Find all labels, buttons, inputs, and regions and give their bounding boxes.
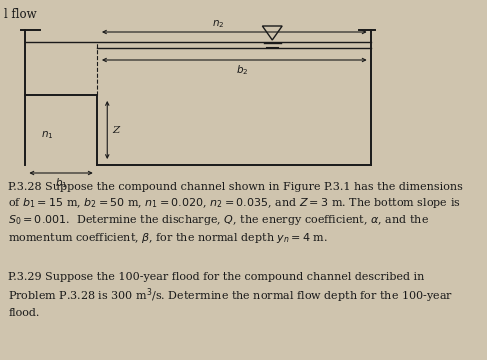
Text: Z: Z bbox=[112, 126, 119, 135]
Text: $n_2$: $n_2$ bbox=[212, 18, 224, 30]
Text: $n_1$: $n_1$ bbox=[41, 129, 54, 141]
Text: $b_1$: $b_1$ bbox=[55, 176, 67, 190]
Text: P.3.29 Suppose the 100-year flood for the compound channel described in
Problem : P.3.29 Suppose the 100-year flood for th… bbox=[8, 272, 453, 318]
Text: P.3.28 Suppose the compound channel shown in Figure P.3.1 has the dimensions
of : P.3.28 Suppose the compound channel show… bbox=[8, 182, 463, 244]
Text: $b_2$: $b_2$ bbox=[236, 63, 249, 77]
Text: l flow: l flow bbox=[4, 8, 37, 21]
